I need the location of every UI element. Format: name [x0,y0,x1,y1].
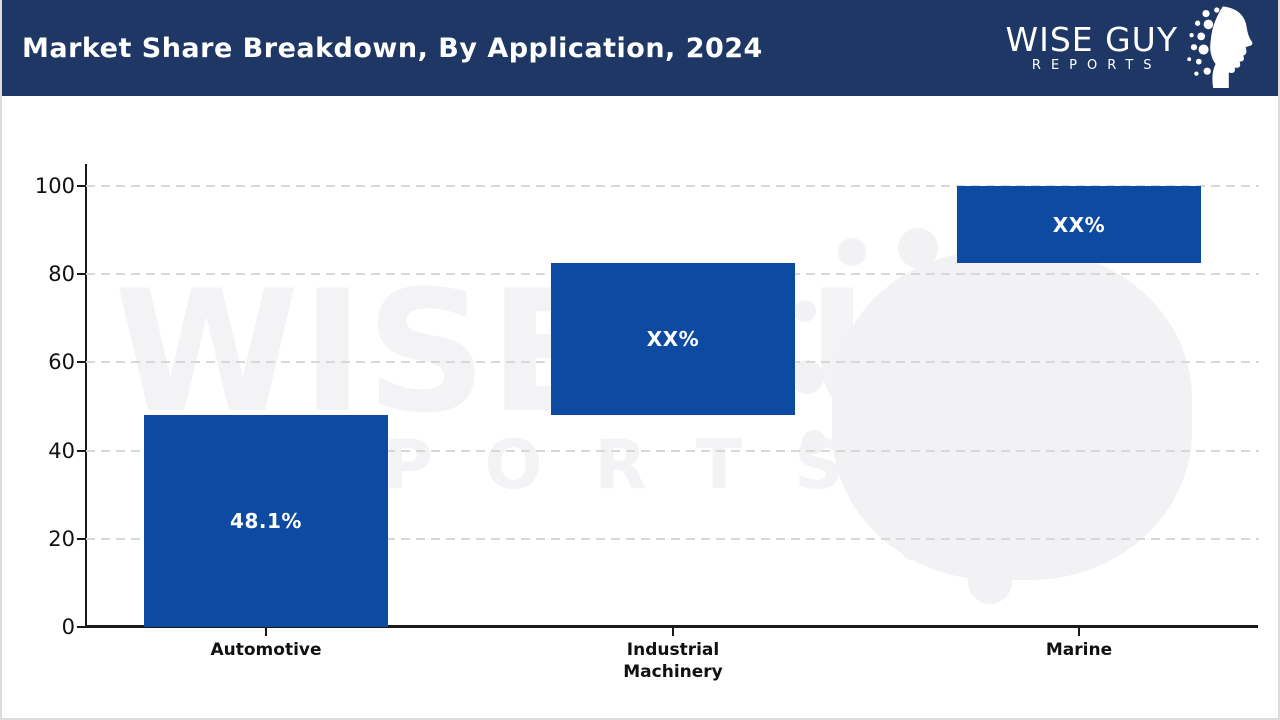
page-title: Market Share Breakdown, By Application, … [22,32,763,64]
y-tick-mark [77,273,85,276]
y-tick-mark [77,626,85,628]
y-tick-mark [77,185,85,187]
gridline [86,537,1259,540]
wiseguy-logo: WISE GUY REPORTS [1005,4,1254,92]
bar-value-label: XX% [1052,212,1106,237]
bar-value-label: 48.1% [230,508,302,533]
logo-subtitle: REPORTS [1031,58,1162,73]
gridline [86,449,1259,452]
x-tick-mark [672,628,674,636]
plot-area: 0 20 40 60 80 100 48.1% XX% XX% Automotive Indus… [2,96,1278,718]
header-bar: Market Share Breakdown, By Application, … [2,0,1278,96]
y-tick-label: 40 [48,438,75,463]
x-tick-mark [1078,628,1080,636]
head-profile-icon [1182,4,1254,92]
y-tick-label: 60 [48,350,75,375]
y-tick-label: 80 [48,262,75,287]
logo-text: WISE GUY REPORTS [1005,23,1178,73]
y-tick-mark [77,537,85,540]
gridline [86,185,1259,187]
y-tick-mark [77,361,85,364]
bar-marine: XX% [957,186,1201,264]
y-tick-label: 20 [48,526,75,551]
logo-wordmark: WISE GUY [1005,20,1178,59]
bar-automotive: 48.1% [144,414,388,627]
y-axis-line [85,164,87,626]
y-tick-mark [77,449,85,452]
x-tick-mark [265,628,267,636]
bar-industrial-machinery: XX% [551,263,795,415]
y-tick-label: 0 [61,615,75,639]
y-tick-label: 100 [34,174,75,198]
category-label: Marine [1045,640,1113,660]
x-axis-line [85,625,1258,628]
category-label: Industrial Machinery [623,640,723,683]
bar-value-label: XX% [646,327,700,352]
category-label: Automotive [210,640,322,660]
